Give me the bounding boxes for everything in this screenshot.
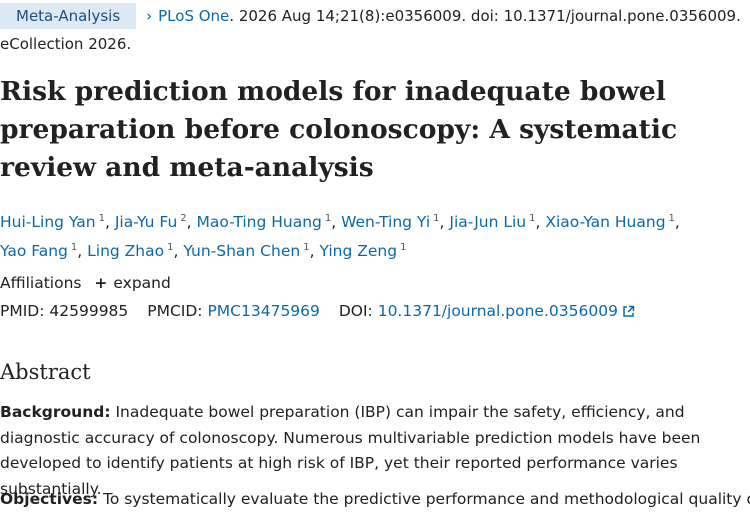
affiliation-ref[interactable]: 1 (668, 213, 675, 224)
affiliations-row: Affiliations + expand (0, 270, 171, 296)
pmid-label: PMID: (0, 302, 45, 320)
author-link[interactable]: Jia-Yu Fu (114, 213, 178, 231)
background-text: Inadequate bowel preparation (IBP) can i… (0, 403, 701, 498)
plus-icon: + (94, 274, 108, 292)
chevron-right-icon[interactable]: › (146, 7, 153, 25)
affiliation-ref[interactable]: 1 (400, 242, 407, 253)
article-title: Risk prediction models for inadequate bo… (0, 76, 678, 183)
doi-label: DOI: (338, 302, 373, 320)
publication-type-badge[interactable]: Meta-Analysis (0, 3, 137, 29)
author-link[interactable]: Yao Fang (0, 242, 68, 260)
affiliation-ref[interactable]: 1 (98, 213, 105, 224)
objectives-label: Objectives: (0, 490, 99, 508)
abstract-background: Background: Inadequate bowel preparation… (0, 400, 748, 502)
external-link-icon[interactable] (622, 300, 635, 326)
affiliations-expand-button[interactable]: + expand (94, 274, 170, 292)
identifiers-row: PMID: 42599985 PMCID: PMC13475969 DOI: 1… (0, 298, 635, 326)
expand-label: expand (113, 274, 171, 292)
affiliation-ref[interactable]: 1 (529, 213, 536, 224)
author-link[interactable]: Yun-Shan Chen (183, 242, 301, 260)
affiliation-ref[interactable]: 1 (324, 213, 332, 224)
affiliation-ref[interactable]: 1 (433, 213, 440, 224)
background-label: Background: (0, 403, 111, 421)
citation-line: Meta-Analysis › PLoS One. 2026 Aug 14;21(8… (0, 3, 750, 29)
author-link[interactable]: Jia-Jun Liu (449, 213, 527, 231)
affiliation-ref[interactable]: 2 (180, 213, 187, 224)
pmid-value: 42599985 (49, 302, 129, 320)
citation-text: . 2026 Aug 14;21(8):e0356009. doi: 10.13… (229, 7, 741, 25)
author-link[interactable]: Wen-Ting Yi (341, 213, 431, 231)
author-link[interactable]: Mao-Ting Huang (196, 213, 322, 231)
objectives-text: To systematically evaluate the predictiv… (98, 490, 750, 508)
affiliations-label: Affiliations (0, 274, 82, 292)
journal-link[interactable]: PLoS One (158, 7, 230, 25)
author-link[interactable]: Ying Zeng (319, 242, 398, 260)
author-list: Hui-Ling Yan 1, Jia-Yu Fu 2, Mao-Ting Huan… (0, 213, 680, 260)
affiliation-ref[interactable]: 1 (70, 242, 78, 253)
affiliation-ref[interactable]: 1 (167, 242, 174, 253)
author-link[interactable]: Ling Zhao (87, 242, 165, 260)
affiliation-ref[interactable]: 1 (303, 242, 310, 253)
abstract-heading: Abstract (0, 360, 91, 384)
author-link[interactable]: Xiao-Yan Huang (545, 213, 666, 231)
ecollection-text: eCollection 2026. (0, 35, 132, 53)
pmcid-link[interactable]: PMC13475969 (207, 302, 320, 320)
author-link[interactable]: Hui-Ling Yan (0, 213, 96, 231)
doi-link[interactable]: 10.1371/journal.pone.0356009 (377, 302, 618, 320)
pmcid-label: PMCID: (147, 302, 203, 320)
